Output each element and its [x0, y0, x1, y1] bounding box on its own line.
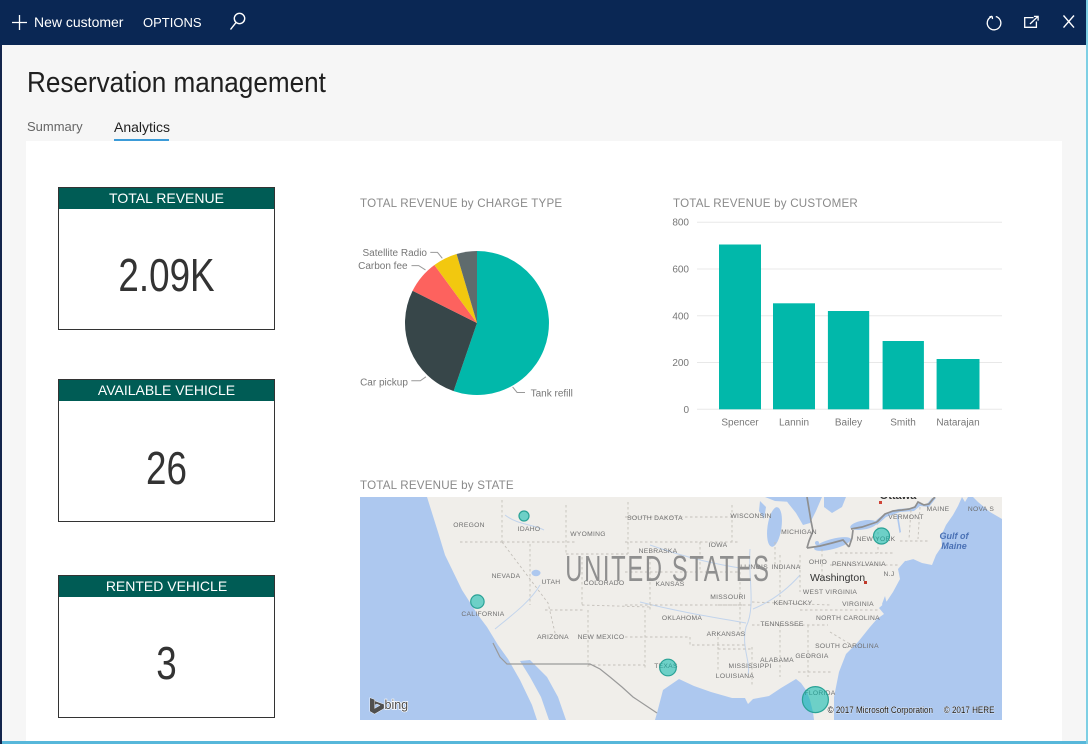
- svg-text:NEW MEXICO: NEW MEXICO: [578, 634, 625, 641]
- svg-text:UNITED STATES: UNITED STATES: [565, 549, 770, 589]
- svg-text:Satellite Radio: Satellite Radio: [363, 248, 428, 259]
- svg-text:WYOMING: WYOMING: [570, 531, 606, 538]
- svg-text:Bailey: Bailey: [835, 418, 862, 429]
- svg-text:Gulf of: Gulf of: [940, 531, 970, 541]
- svg-text:TENNESSEE: TENNESSEE: [760, 621, 803, 628]
- svg-text:N.J: N.J: [884, 571, 895, 578]
- svg-text:Washington: Washington: [810, 572, 865, 584]
- svg-text:IDAHO: IDAHO: [518, 526, 541, 533]
- svg-text:200: 200: [672, 358, 689, 369]
- svg-text:ARKANSAS: ARKANSAS: [707, 631, 746, 638]
- svg-text:ILLINOIS: ILLINOIS: [738, 564, 768, 571]
- svg-text:Lannin: Lannin: [779, 418, 809, 429]
- svg-text:NOVA S: NOVA S: [968, 506, 994, 513]
- svg-text:UTAH: UTAH: [542, 579, 561, 586]
- svg-text:SOUTH DAKOTA: SOUTH DAKOTA: [627, 515, 683, 522]
- svg-text:GEORGIA: GEORGIA: [795, 653, 829, 660]
- svg-text:Tank refill: Tank refill: [531, 389, 573, 400]
- svg-text:Car pickup: Car pickup: [360, 377, 408, 388]
- svg-text:400: 400: [672, 311, 689, 322]
- svg-text:WEST VIRGINIA: WEST VIRGINIA: [803, 589, 858, 596]
- svg-text:MISSISSIPPI: MISSISSIPPI: [728, 663, 771, 670]
- svg-text:INDIANA: INDIANA: [771, 564, 800, 571]
- svg-text:600: 600: [672, 265, 689, 276]
- svg-text:Ottawa: Ottawa: [880, 497, 918, 502]
- svg-text:800: 800: [672, 218, 689, 229]
- svg-text:MISSOURI: MISSOURI: [710, 594, 745, 601]
- svg-text:ALABAMA: ALABAMA: [760, 657, 794, 664]
- svg-text:COLORADO: COLORADO: [584, 580, 625, 587]
- svg-text:PENNSYLVANIA: PENNSYLVANIA: [832, 561, 886, 568]
- svg-text:LOUISIANA: LOUISIANA: [716, 673, 755, 680]
- svg-text:bing: bing: [385, 698, 409, 712]
- svg-text:ARIZONA: ARIZONA: [537, 634, 569, 641]
- svg-text:IOWA: IOWA: [709, 542, 728, 549]
- svg-text:Smith: Smith: [890, 418, 916, 429]
- svg-text:MAINE: MAINE: [927, 506, 950, 513]
- svg-text:0: 0: [683, 405, 689, 416]
- svg-text:CALIFORNIA: CALIFORNIA: [461, 611, 504, 618]
- svg-text:SOUTH CAROLINA: SOUTH CAROLINA: [815, 643, 879, 650]
- svg-text:Carbon fee: Carbon fee: [358, 261, 408, 272]
- svg-text:VERMONT: VERMONT: [888, 514, 924, 521]
- svg-text:© 2017 HERE: © 2017 HERE: [944, 704, 995, 715]
- svg-text:WISCONSIN: WISCONSIN: [730, 513, 771, 520]
- svg-text:MICHIGAN: MICHIGAN: [781, 529, 817, 536]
- svg-text:KENTUCKY: KENTUCKY: [774, 600, 813, 607]
- svg-text:KANSAS: KANSAS: [656, 581, 685, 588]
- svg-text:VIRGINIA: VIRGINIA: [842, 601, 874, 608]
- svg-text:© 2017 Microsoft Corporation: © 2017 Microsoft Corporation: [828, 704, 933, 715]
- svg-text:NEVADA: NEVADA: [492, 573, 521, 580]
- svg-text:NEBRASKA: NEBRASKA: [639, 548, 678, 555]
- svg-text:OREGON: OREGON: [453, 522, 485, 529]
- svg-text:NORTH CAROLINA: NORTH CAROLINA: [816, 615, 880, 622]
- svg-text:Maine: Maine: [941, 541, 967, 551]
- svg-text:Natarajan: Natarajan: [936, 418, 979, 429]
- svg-text:Spencer: Spencer: [721, 418, 759, 429]
- svg-text:OKLAHOMA: OKLAHOMA: [662, 615, 703, 622]
- svg-text:OHIO: OHIO: [809, 559, 827, 566]
